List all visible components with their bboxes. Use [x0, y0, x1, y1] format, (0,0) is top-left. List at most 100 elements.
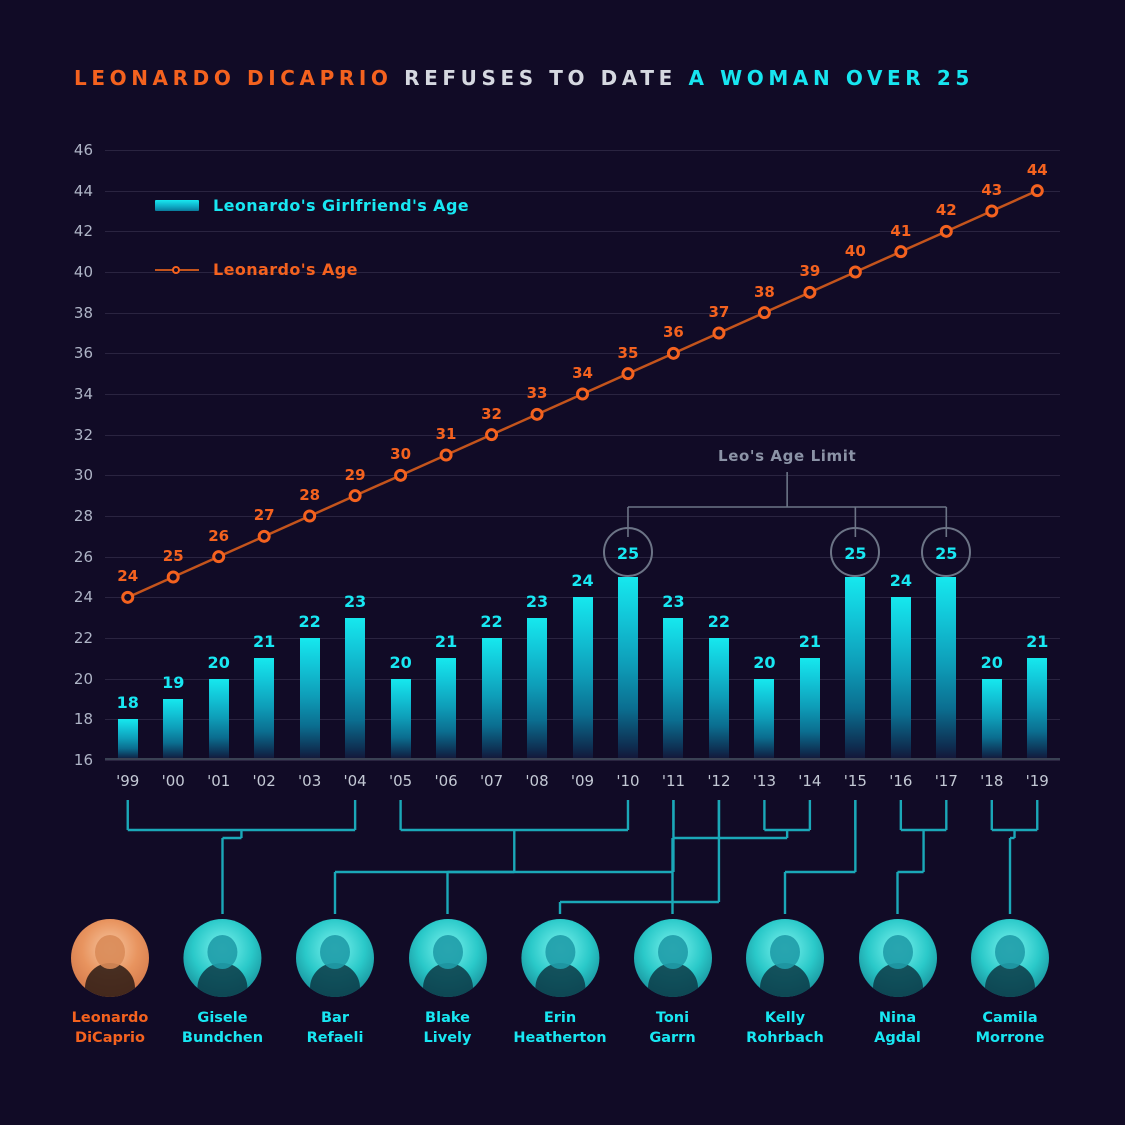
person-card[interactable]: Bar Refaeli — [296, 919, 374, 1048]
y-axis-tick-label: 30 — [73, 466, 93, 485]
bar — [345, 617, 366, 760]
person-name: Bar Refaeli — [296, 1009, 374, 1048]
x-axis-line — [105, 758, 1060, 760]
bar — [617, 577, 638, 760]
y-axis-tick-label: 44 — [73, 181, 93, 200]
x-axis-tick-label: '01 — [207, 772, 231, 790]
line-value-label: 30 — [390, 445, 412, 464]
line-value-label: 41 — [890, 221, 912, 240]
bar — [208, 678, 229, 760]
line-value-label: 40 — [844, 242, 866, 260]
bar-value-label: 21 — [434, 632, 458, 652]
x-axis-tick-label: '06 — [434, 772, 458, 790]
bar-value-label: 22 — [707, 612, 731, 631]
x-axis-tick-label: '10 — [616, 772, 640, 790]
y-axis-tick-label: 26 — [73, 547, 93, 566]
title-part-orange: LEONARDO DICAPRIO — [74, 66, 393, 90]
line-value-label: 28 — [299, 486, 321, 504]
person-card[interactable]: Blake Lively — [408, 919, 487, 1048]
bar — [936, 577, 957, 760]
y-axis-tick-label: 16 — [73, 751, 93, 769]
person-card[interactable]: Gisele Bundchen — [182, 919, 263, 1048]
bar — [299, 638, 320, 760]
gridline — [105, 434, 1060, 436]
title-part-cyan: A WOMAN OVER 25 — [688, 66, 974, 90]
line-value-label: 38 — [753, 282, 775, 301]
x-axis-tick-label: '15 — [843, 772, 867, 790]
line-value-label: 39 — [799, 262, 821, 281]
gridline — [105, 231, 1060, 233]
page-title: LEONARDO DICAPRIO REFUSES TO DATE A WOMA… — [74, 66, 974, 90]
y-axis-tick-label: 22 — [73, 629, 93, 647]
bar — [754, 678, 775, 760]
line-value-label: 37 — [708, 303, 730, 321]
x-axis-tick-label: '19 — [1025, 772, 1049, 790]
person-card[interactable]: Nina Agdal — [858, 919, 937, 1048]
line-value-label: 42 — [935, 201, 957, 220]
bar-value-label: 19 — [162, 673, 185, 692]
line-value-label: 27 — [253, 506, 275, 525]
bar — [390, 678, 411, 760]
line-value-label: 29 — [344, 465, 366, 484]
avatar — [971, 919, 1049, 997]
line-value-label: 24 — [117, 567, 139, 586]
avatar — [183, 919, 262, 997]
bar-value-label: 20 — [753, 652, 776, 672]
person-card[interactable]: Kelly Rohrbach — [746, 919, 824, 1048]
person-first-name: Erin — [543, 1010, 577, 1026]
bar-value-label: 22 — [480, 612, 503, 631]
person-first-name: Nina — [878, 1010, 917, 1026]
bar — [708, 638, 729, 760]
y-axis-tick-label: 40 — [73, 263, 93, 281]
person-name: Gisele Bundchen — [182, 1009, 263, 1048]
legend-item-girlfriend-age: Leonardo's Girlfriend's Age — [155, 196, 469, 215]
bar — [481, 638, 502, 760]
person-last-name: Refaeli — [306, 1029, 364, 1046]
bar-value-label: 21 — [1026, 632, 1049, 652]
bar-value-label: 25 — [935, 544, 958, 563]
x-axis-tick-label: '11 — [661, 772, 686, 790]
gridline — [105, 475, 1060, 477]
bar-value-label: 20 — [207, 652, 230, 672]
x-axis-tick-label: '05 — [388, 772, 413, 790]
avatar — [296, 919, 374, 997]
line-value-label: 25 — [162, 547, 184, 565]
gridline — [105, 556, 1060, 558]
x-axis-tick-label: '13 — [752, 772, 776, 790]
line-value-label: 32 — [481, 404, 502, 423]
bar — [527, 617, 548, 760]
person-last-name: Bundchen — [181, 1029, 264, 1046]
bar — [890, 597, 911, 760]
line-value-label: 43 — [981, 181, 1003, 199]
x-axis-tick-label: '99 — [116, 772, 140, 790]
gridline — [105, 516, 1060, 517]
person-card[interactable]: Camila Morrone — [971, 919, 1049, 1048]
bar-value-label: 23 — [343, 591, 367, 611]
gridline — [105, 272, 1060, 273]
y-axis-tick-label: 18 — [73, 710, 93, 729]
x-axis-tick-label: '14 — [798, 772, 822, 790]
bar — [663, 617, 684, 760]
bar — [572, 597, 593, 760]
person-name: Nina Agdal — [859, 1009, 937, 1048]
person-first-name: Bar — [321, 1010, 349, 1026]
gridline — [105, 353, 1060, 355]
y-axis-tick-label: 28 — [73, 507, 93, 525]
person-card[interactable]: Erin Heatherton — [513, 919, 607, 1048]
x-axis-tick-label: '07 — [479, 772, 504, 790]
legend-item-leo-age: Leonardo's Age — [155, 260, 358, 279]
x-axis-tick-label: '02 — [252, 772, 276, 790]
person-last-name: Heatherton — [513, 1029, 607, 1046]
y-axis-tick-label: 36 — [73, 344, 93, 363]
bar-value-label: 24 — [571, 571, 594, 591]
person-card[interactable]: Leonardo DiCaprio — [71, 919, 149, 1048]
y-axis-tick-label: 24 — [73, 588, 93, 607]
x-axis-tick-label: '04 — [343, 772, 367, 790]
bar-value-label: 24 — [889, 571, 912, 591]
bar-value-label: 20 — [389, 652, 412, 672]
bar-value-label: 22 — [298, 612, 321, 631]
person-first-name: Toni — [655, 1010, 690, 1026]
person-card[interactable]: Toni Garrn — [633, 919, 712, 1048]
gridline — [105, 760, 1060, 761]
line-value-label: 31 — [435, 425, 457, 443]
